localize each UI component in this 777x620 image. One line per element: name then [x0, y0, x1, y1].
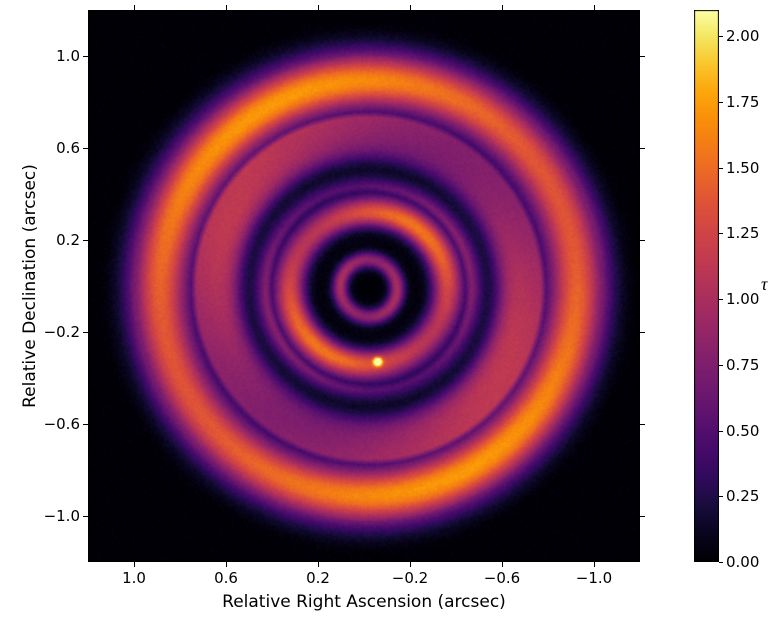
x-tick-label: 0.2 [293, 569, 343, 587]
y-tick-mark [640, 148, 645, 149]
y-tick-label: 0.6 [56, 139, 80, 157]
x-tick-label: −1.0 [569, 569, 619, 587]
y-tick-mark [640, 332, 645, 333]
colorbar-tick-label: 1.00 [726, 290, 759, 308]
colorbar-tick-mark [719, 233, 723, 234]
colorbar-tick-label: 2.00 [726, 27, 759, 45]
colorbar-tick-mark [719, 168, 723, 169]
y-tick-mark [83, 332, 88, 333]
y-tick-mark [640, 56, 645, 57]
x-tick-mark [318, 562, 319, 567]
y-tick-mark [83, 240, 88, 241]
y-tick-mark [83, 148, 88, 149]
x-tick-mark [318, 5, 319, 10]
y-tick-mark [83, 56, 88, 57]
colorbar-tick-label: 1.75 [726, 93, 759, 111]
colorbar-tick-mark [719, 36, 723, 37]
x-tick-label: −0.2 [385, 569, 435, 587]
colorbar-tick-mark [719, 102, 723, 103]
y-tick-label: −0.2 [44, 323, 80, 341]
colorbar-tick-mark [719, 365, 723, 366]
y-tick-mark [640, 240, 645, 241]
colorbar-tick-label: 0.25 [726, 487, 759, 505]
y-tick-mark [83, 424, 88, 425]
x-tick-label: 1.0 [109, 569, 159, 587]
colorbar-tick-label: 0.00 [726, 553, 759, 571]
x-tick-mark [502, 562, 503, 567]
colorbar-canvas [694, 10, 719, 562]
y-tick-label: 1.0 [56, 47, 80, 65]
x-tick-mark [226, 562, 227, 567]
y-tick-label: −1.0 [44, 507, 80, 525]
y-tick-label: −0.6 [44, 415, 80, 433]
colorbar-label: τ [761, 274, 767, 295]
heatmap-canvas [88, 10, 640, 562]
colorbar [694, 10, 719, 562]
colorbar-tick-mark [719, 431, 723, 432]
x-tick-mark [134, 5, 135, 10]
x-tick-mark [594, 562, 595, 567]
x-tick-mark [594, 5, 595, 10]
x-tick-mark [226, 5, 227, 10]
y-tick-mark [640, 516, 645, 517]
x-tick-mark [134, 562, 135, 567]
colorbar-tick-mark [719, 562, 723, 563]
colorbar-tick-mark [719, 496, 723, 497]
colorbar-tick-label: 0.50 [726, 422, 759, 440]
colorbar-tick-mark [719, 299, 723, 300]
x-axis-label: Relative Right Ascension (arcsec) [204, 592, 524, 612]
disk-heatmap [88, 10, 640, 562]
x-tick-mark [502, 5, 503, 10]
colorbar-tick-label: 0.75 [726, 356, 759, 374]
y-tick-mark [640, 424, 645, 425]
y-tick-label: 0.2 [56, 231, 80, 249]
colorbar-tick-label: 1.50 [726, 159, 759, 177]
figure: Relative Declination (arcsec) Relative R… [0, 0, 777, 620]
y-tick-mark [83, 516, 88, 517]
colorbar-tick-label: 1.25 [726, 224, 759, 242]
x-tick-label: −0.6 [477, 569, 527, 587]
x-tick-mark [410, 5, 411, 10]
x-tick-label: 0.6 [201, 569, 251, 587]
x-tick-mark [410, 562, 411, 567]
y-axis-label: Relative Declination (arcsec) [20, 156, 40, 416]
